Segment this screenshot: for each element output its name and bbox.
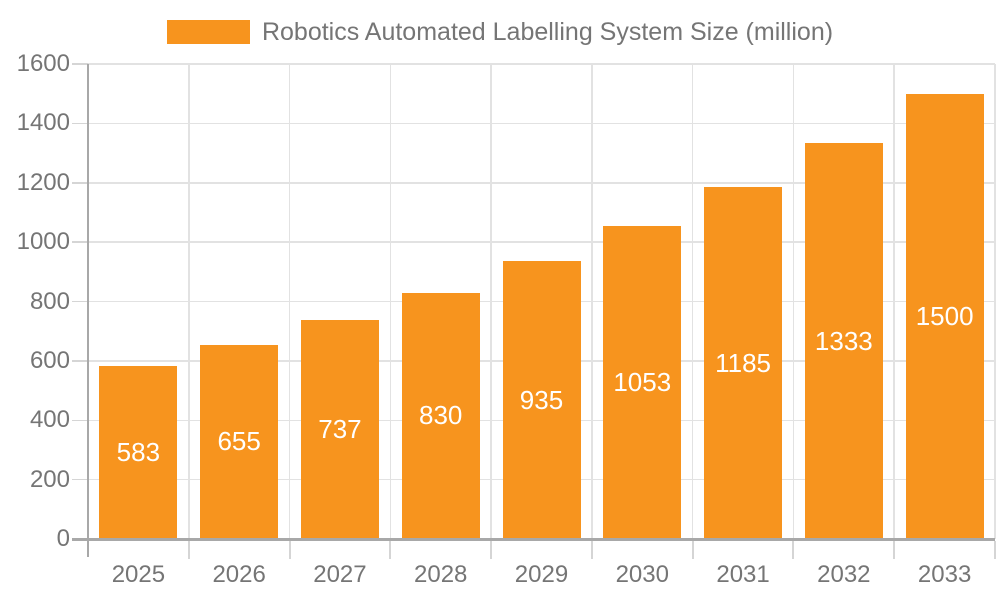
bar-value-label: 1333: [814, 325, 873, 356]
x-axis-tick: [490, 540, 493, 559]
v-gridline: [893, 64, 895, 539]
bar-value-label: 655: [217, 426, 261, 457]
x-axis-tick: [590, 540, 593, 559]
legend-label: Robotics Automated Labelling System Size…: [261, 18, 834, 46]
x-axis-tick: [389, 540, 392, 559]
y-axis-label: 600: [29, 346, 70, 374]
v-gridline: [490, 64, 492, 539]
v-gridline: [591, 64, 593, 539]
bar-2026: 655: [200, 344, 279, 538]
x-axis-label-2030: 2030: [615, 561, 669, 588]
y-axis-tick: [72, 182, 88, 184]
bar-value-label: 583: [116, 436, 161, 467]
y-axis-tick: [72, 360, 88, 362]
bar-2030: 1053: [603, 226, 682, 538]
h-gridline: [88, 63, 995, 65]
y-axis-label: 1000: [16, 228, 70, 256]
bar-value-label: 935: [519, 384, 564, 415]
h-gridline: [88, 122, 995, 125]
y-axis-tick: [72, 419, 88, 421]
y-axis-tick: [72, 122, 88, 125]
x-axis-label-2032: 2032: [817, 561, 871, 588]
bar-value-label: 1185: [715, 347, 771, 378]
bar-2032: 1333: [804, 143, 883, 538]
x-axis-label-2031: 2031: [716, 561, 770, 588]
bar-2033: 1500: [905, 93, 984, 538]
x-axis-label-2026: 2026: [212, 561, 266, 588]
y-axis-tick: [72, 478, 88, 481]
y-axis-label: 1600: [16, 50, 70, 77]
bar-value-label: 830: [419, 400, 463, 431]
h-gridline: [88, 241, 995, 243]
x-axis-line: [72, 537, 995, 541]
bar-value-label: 737: [318, 414, 362, 445]
legend-swatch: [166, 20, 250, 44]
y-axis-label: 1200: [16, 168, 70, 196]
bar-2027: 737: [300, 320, 379, 538]
x-axis-label-2029: 2029: [514, 561, 569, 588]
bar-2031: 1185: [704, 187, 783, 538]
bar-2025: 583: [99, 365, 178, 538]
v-gridline: [389, 64, 392, 539]
y-axis-label: 1400: [16, 109, 70, 137]
y-axis-label: 200: [29, 465, 70, 493]
y-axis-label: 0: [56, 525, 70, 552]
y-axis-tick: [72, 63, 88, 65]
x-axis-label-2025: 2025: [111, 561, 166, 588]
y-axis-label: 400: [29, 406, 70, 434]
y-axis-tick: [72, 241, 88, 243]
bar-value-label: 1500: [915, 300, 974, 331]
v-gridline: [691, 64, 694, 539]
v-gridline: [792, 64, 795, 539]
x-axis-label-2027: 2027: [313, 561, 367, 588]
h-gridline: [88, 182, 995, 184]
v-gridline: [188, 64, 190, 539]
x-axis-label-2033: 2033: [917, 561, 972, 588]
x-axis-tick: [893, 540, 896, 559]
legend: Robotics Automated Labelling System Size…: [0, 15, 1000, 49]
v-gridline: [994, 64, 996, 539]
y-axis-tick: [72, 300, 88, 303]
x-axis-label-2028: 2028: [414, 561, 468, 588]
y-axis-label: 800: [29, 287, 70, 315]
bar-value-label: 1053: [613, 367, 672, 398]
x-axis-tick: [288, 540, 291, 559]
y-axis-line: [87, 64, 89, 557]
bar-2028: 830: [401, 292, 480, 538]
v-gridline: [288, 64, 291, 539]
x-axis-tick: [792, 540, 795, 559]
x-axis-tick: [187, 540, 190, 559]
bar-2029: 935: [502, 261, 581, 538]
x-axis-tick: [691, 540, 694, 559]
x-axis-tick: [994, 540, 996, 559]
